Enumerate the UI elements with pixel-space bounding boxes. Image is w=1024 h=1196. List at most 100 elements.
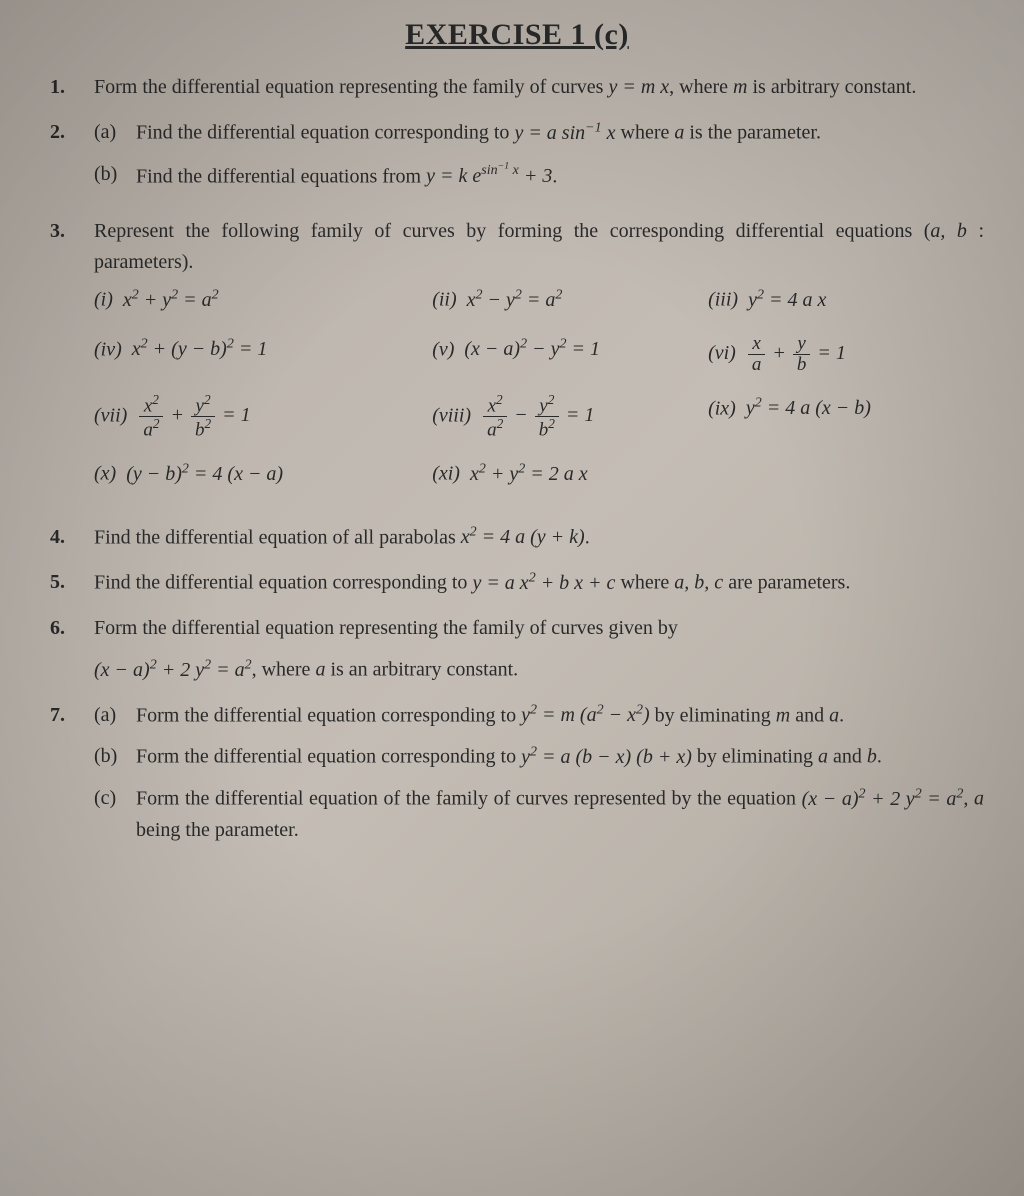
var: a: [674, 122, 684, 144]
problem-number: 6.: [50, 613, 94, 686]
text: is arbitrary constant.: [747, 76, 916, 98]
var: m: [733, 76, 747, 98]
text: and: [790, 704, 829, 726]
problem-number: 2.: [50, 117, 94, 202]
text: Form the differential equation represent…: [94, 76, 608, 98]
text: Find the differential equation correspon…: [94, 572, 472, 594]
eq-label: (ii): [432, 289, 456, 311]
eq-label: (x): [94, 463, 116, 485]
equation: y = m x: [608, 76, 669, 98]
equation: x2 + y2 = a2: [123, 289, 219, 311]
text: where: [615, 572, 674, 594]
equation-grid: (i) x2 + y2 = a2 (ii) x2 − y2 = a2 (iii)…: [94, 284, 984, 508]
text: being the parameter.: [136, 819, 299, 841]
subpart-a: (a) Find the differential equation corre…: [94, 117, 984, 149]
eq-xi: (xi) x2 + y2 = 2 a x: [432, 458, 708, 490]
text: .: [585, 526, 590, 548]
problem-3: 3. Represent the following family of cur…: [50, 216, 984, 508]
equation: (x − a)2 − y2 = 1: [464, 338, 600, 360]
problem-6: 6. Form the differential equation repres…: [50, 613, 984, 686]
eq-iii: (iii) y2 = 4 a x: [708, 284, 984, 316]
problem-number: 5.: [50, 567, 94, 599]
text: and: [828, 746, 867, 768]
eq-vii: (vii) x2a2 + y2b2 = 1: [94, 393, 432, 441]
text: are parameters.: [723, 572, 850, 594]
problem-body: Form the differential equation represent…: [94, 72, 984, 103]
problem-body: (a) Find the differential equation corre…: [94, 117, 984, 202]
text: by eliminating: [692, 746, 818, 768]
equation: x2a2 + y2b2 = 1: [137, 404, 250, 426]
var: b: [867, 746, 877, 768]
equation: y2 = 4 a (x − b): [746, 397, 871, 419]
subpart-label: (c): [94, 783, 136, 846]
subpart-label: (b): [94, 159, 136, 192]
equation: xa + yb = 1: [746, 342, 846, 364]
equation: y = a sin−1 x: [514, 122, 615, 144]
problem-2: 2. (a) Find the differential equation co…: [50, 117, 984, 202]
problem-body: Represent the following family of curves…: [94, 216, 984, 508]
equation: y = a x2 + b x + c: [472, 572, 615, 594]
eq-vi: (vi) xa + yb = 1: [708, 334, 984, 375]
equation: (x − a)2 + 2 y2 = a2: [94, 659, 252, 681]
subpart-b: (b) Find the differential equations from…: [94, 159, 984, 192]
eq-label: (iv): [94, 338, 122, 360]
eq-iv: (iv) x2 + (y − b)2 = 1: [94, 334, 432, 375]
equation: x2 = 4 a (y + k): [461, 526, 585, 548]
equation: y2 = 4 a x: [748, 289, 826, 311]
text: Find the differential equation correspon…: [136, 122, 514, 144]
text: Represent the following family of curves…: [94, 220, 930, 242]
text: Form the differential equation correspon…: [136, 704, 521, 726]
text: .: [839, 704, 844, 726]
eq-label: (vii): [94, 404, 127, 426]
equation: y = k esin−1 x + 3: [426, 165, 552, 187]
equation: y2 = m (a2 − x2): [521, 704, 650, 726]
exercise-title: EXERCISE 1 (c): [50, 18, 984, 52]
var: a: [974, 788, 984, 810]
problem-7: 7. (a) Form the differential equation co…: [50, 700, 984, 856]
eq-x: (x) (y − b)2 = 4 (x − a): [94, 458, 432, 490]
eq-ii: (ii) x2 − y2 = a2: [432, 284, 708, 316]
text: where: [616, 122, 675, 144]
eq-ix: (ix) y2 = 4 a (x − b): [708, 393, 984, 441]
text: Form the differential equation of the fa…: [136, 788, 802, 810]
eq-label: (ix): [708, 397, 736, 419]
problem-body: (a) Form the differential equation corre…: [94, 700, 984, 856]
problem-4: 4. Find the differential equation of all…: [50, 522, 984, 554]
eq-label: (viii): [432, 404, 471, 426]
eq-label: (i): [94, 289, 113, 311]
text: , where: [669, 76, 733, 98]
text: Find the differential equation of all pa…: [94, 526, 461, 548]
vars: a, b: [930, 220, 967, 242]
problem-body: Find the differential equation of all pa…: [94, 522, 984, 554]
eq-label: (v): [432, 338, 454, 360]
var: a: [315, 659, 325, 681]
eq-label: (vi): [708, 342, 736, 364]
subpart-c: (c) Form the differential equation of th…: [94, 783, 984, 846]
eq-viii: (viii) x2a2 − y2b2 = 1: [432, 393, 708, 441]
var: a: [818, 746, 828, 768]
equation: x2 − y2 = a2: [467, 289, 563, 311]
text: ,: [963, 788, 974, 810]
problem-body: Find the differential equation correspon…: [94, 567, 984, 599]
problem-body: Form the differential equation represent…: [94, 613, 984, 686]
subpart-label: (a): [94, 117, 136, 149]
equation: x2a2 − y2b2 = 1: [481, 404, 594, 426]
eq-i: (i) x2 + y2 = a2: [94, 284, 432, 316]
equation: (x − a)2 + 2 y2 = a2: [802, 788, 964, 810]
eq-label: (xi): [432, 463, 460, 485]
problem-list: 1. Form the differential equation repres…: [50, 72, 984, 856]
problem-number: 4.: [50, 522, 94, 554]
text: Find the differential equations from: [136, 165, 426, 187]
var: m: [776, 704, 790, 726]
text: , where: [252, 659, 316, 681]
problem-5: 5. Find the differential equation corres…: [50, 567, 984, 599]
problem-number: 3.: [50, 216, 94, 508]
eq-v: (v) (x − a)2 − y2 = 1: [432, 334, 708, 375]
text: Form the differential equation correspon…: [136, 746, 521, 768]
text: .: [552, 165, 557, 187]
equation: (y − b)2 = 4 (x − a): [126, 463, 283, 485]
equation: x2 + (y − b)2 = 1: [132, 338, 268, 360]
subpart-a: (a) Form the differential equation corre…: [94, 700, 984, 732]
equation: y2 = a (b − x) (b + x): [521, 746, 692, 768]
equation: x2 + y2 = 2 a x: [470, 463, 588, 485]
